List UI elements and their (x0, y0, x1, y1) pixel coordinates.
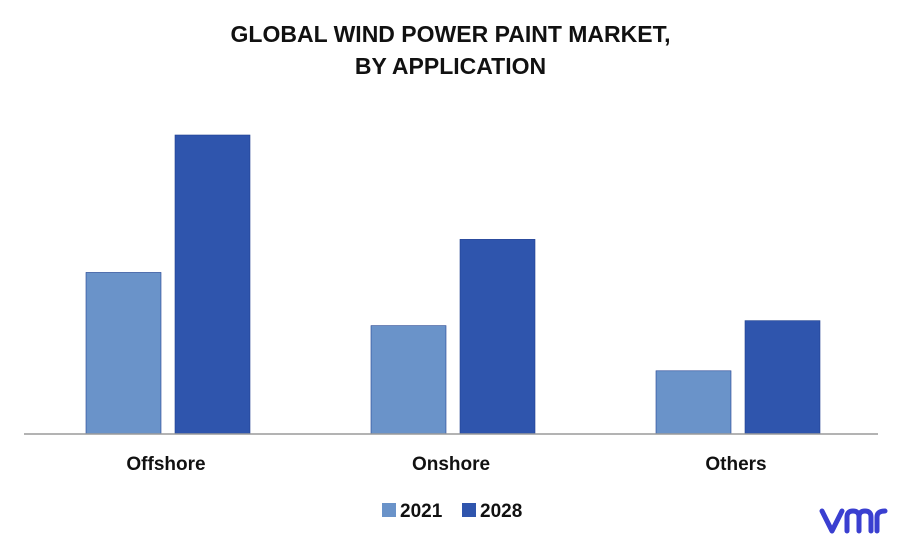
chart-title-line-2: BY APPLICATION (354, 53, 547, 79)
bar-onshore-2021 (370, 325, 447, 435)
legend-label-2021: 2021 (400, 501, 443, 522)
legend-swatch-2028 (462, 503, 476, 517)
bar-others-2028 (744, 320, 821, 435)
chart-title-line-1: GLOBAL WIND POWER PAINT MARKET, (230, 21, 671, 47)
x-tick-label-offshore: Offshore (126, 454, 205, 475)
legend-label-2028: 2028 (480, 501, 522, 522)
vmr-logo-icon (819, 508, 888, 534)
legend-swatch-2021 (382, 503, 396, 517)
bar-offshore-2021 (85, 272, 162, 435)
bar-onshore-2028 (459, 239, 536, 435)
x-tick-label-others: Others (705, 454, 766, 475)
x-tick-label-onshore: Onshore (412, 454, 490, 475)
chart-title: GLOBAL WIND POWER PAINT MARKET, BY APPLI… (0, 18, 901, 82)
bar-offshore-2028 (174, 134, 251, 435)
bar-others-2021 (655, 370, 732, 435)
